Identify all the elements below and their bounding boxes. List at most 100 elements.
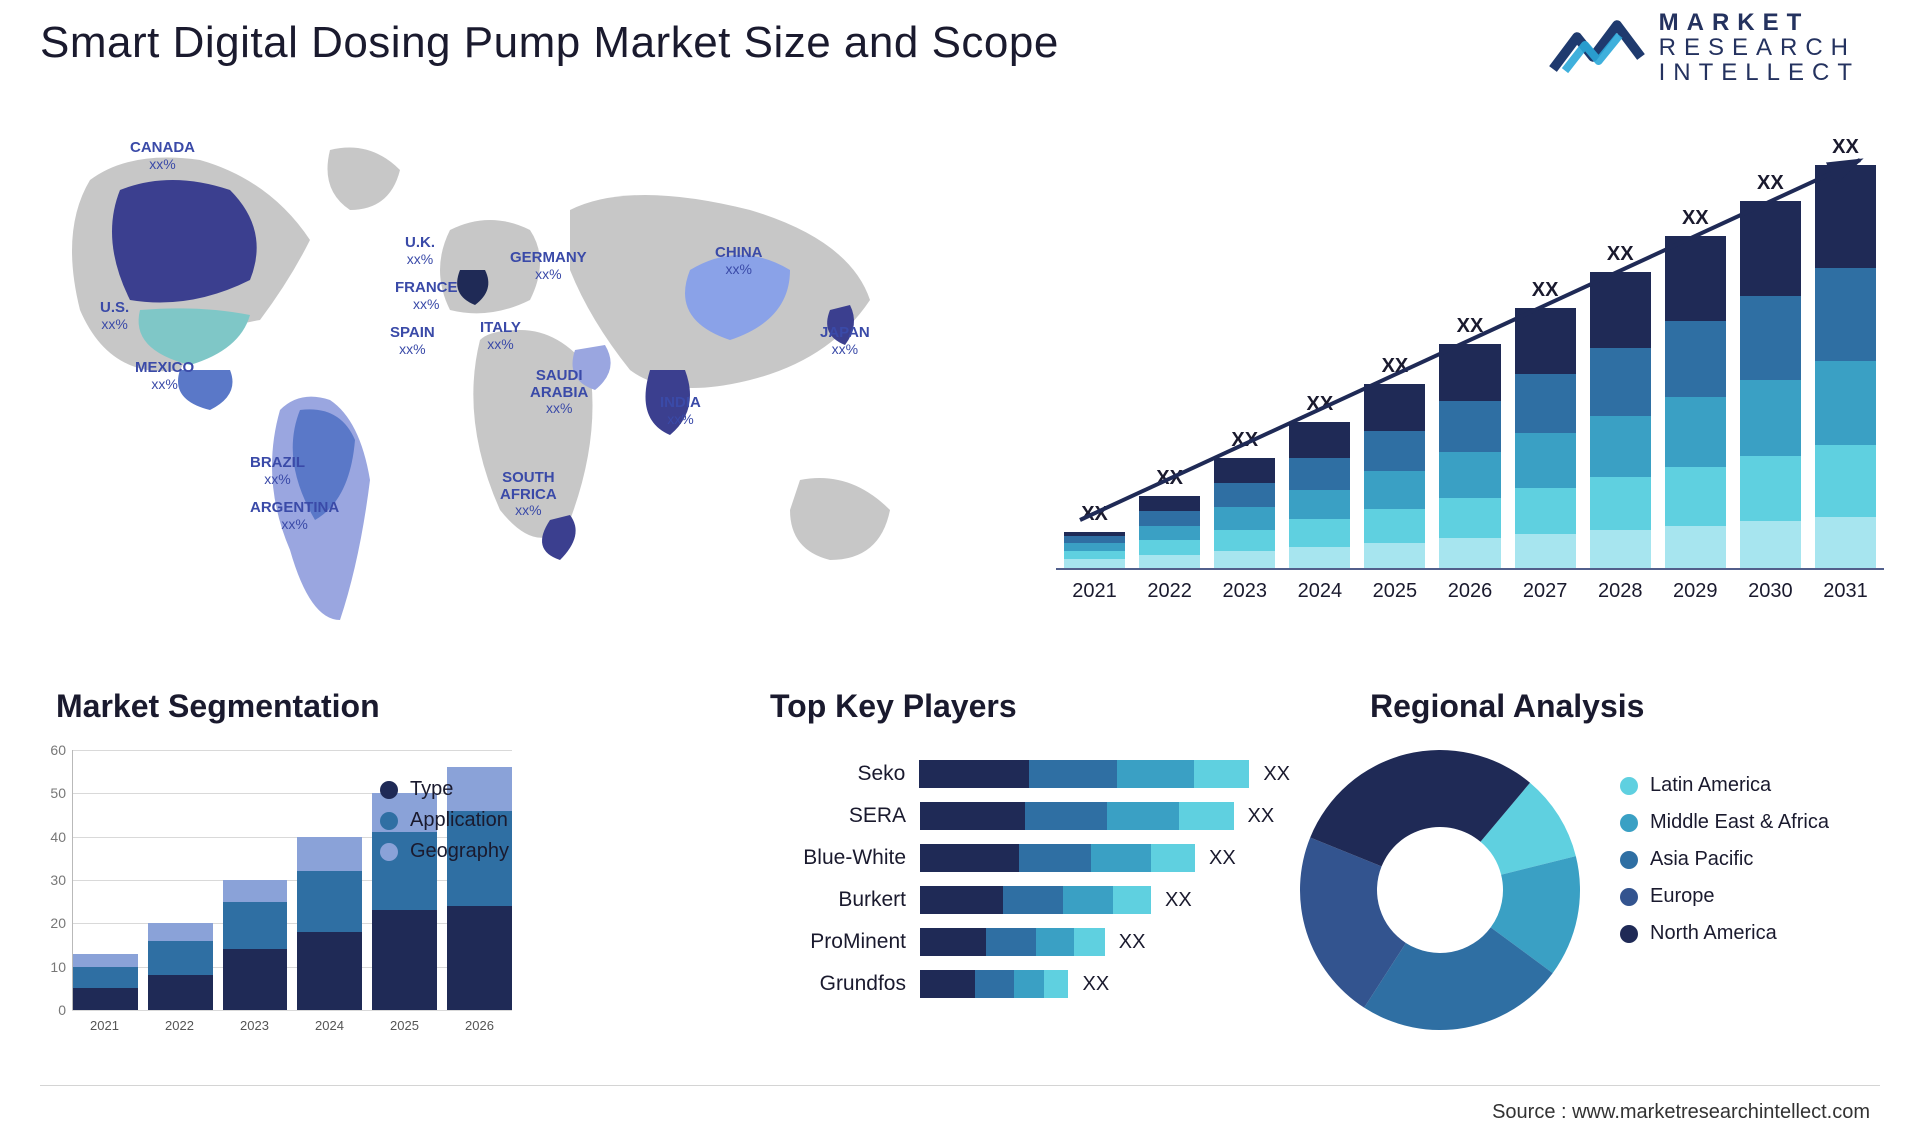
growth-bar-label: XX xyxy=(1832,136,1859,159)
players-chart: SekoXXSERAXXBlue-WhiteXXBurkertXXProMine… xyxy=(770,750,1290,1008)
player-bar xyxy=(920,802,1234,830)
player-name: ProMinent xyxy=(770,930,920,954)
player-value: XX xyxy=(1263,763,1290,786)
player-bar xyxy=(920,886,1151,914)
map-label-saudi-arabia: SAUDIARABIAxx% xyxy=(530,368,588,416)
seg-legend-item: Geography xyxy=(380,840,509,863)
seg-bar-2023 xyxy=(223,880,288,1010)
growth-bar-label: XX xyxy=(1156,467,1183,490)
growth-bar-2021: XX xyxy=(1064,503,1125,570)
segmentation-legend: Type Application Geography xyxy=(380,770,509,871)
seg-ytick: 10 xyxy=(32,959,66,975)
world-map: CANADAxx% U.S.xx%MEXICOxx% BRAZILxx% ARGENT… xyxy=(30,120,960,640)
growth-bar-2027: XX xyxy=(1515,279,1576,570)
map-label-u-k-: U.K.xx% xyxy=(405,235,435,267)
regional-legend-item: Latin America xyxy=(1620,774,1829,797)
map-label-brazil: BRAZILxx% xyxy=(250,455,305,487)
growth-xtick: 2030 xyxy=(1740,570,1801,620)
growth-bar-2023: XX xyxy=(1214,429,1275,570)
growth-bar-label: XX xyxy=(1081,503,1108,526)
map-label-canada: CANADAxx% xyxy=(130,140,195,172)
map-label-spain: SPAINxx% xyxy=(390,325,435,357)
growth-bar-label: XX xyxy=(1757,172,1784,195)
seg-legend-item: Type xyxy=(380,778,509,801)
map-label-mexico: MEXICOxx% xyxy=(135,360,194,392)
growth-xtick: 2026 xyxy=(1439,570,1500,620)
brand-logo: MARKET RESEARCH INTELLECT xyxy=(1549,10,1860,86)
seg-ytick: 20 xyxy=(32,915,66,931)
player-value: XX xyxy=(1082,973,1109,996)
seg-xtick: 2022 xyxy=(147,1012,212,1040)
growth-bar-label: XX xyxy=(1607,243,1634,266)
player-row-seko: SekoXX xyxy=(770,756,1290,792)
growth-xtick: 2023 xyxy=(1214,570,1275,620)
player-name: Blue-White xyxy=(770,846,920,870)
growth-xtick: 2027 xyxy=(1515,570,1576,620)
regional-legend-item: Asia Pacific xyxy=(1620,848,1829,871)
growth-xtick: 2031 xyxy=(1815,570,1876,620)
player-value: XX xyxy=(1209,847,1236,870)
player-bar xyxy=(920,844,1195,872)
players-title: Top Key Players xyxy=(770,688,1017,725)
growth-bar-2029: XX xyxy=(1665,207,1726,570)
growth-bar-2031: XX xyxy=(1815,136,1876,570)
regional-donut xyxy=(1300,750,1580,1030)
growth-xtick: 2029 xyxy=(1665,570,1726,620)
source-text: Source : www.marketresearchintellect.com xyxy=(1492,1101,1870,1124)
player-row-blue-white: Blue-White XX xyxy=(770,840,1290,876)
growth-xtick: 2022 xyxy=(1139,570,1200,620)
seg-ytick: 40 xyxy=(32,829,66,845)
seg-xtick: 2025 xyxy=(372,1012,437,1040)
seg-xtick: 2024 xyxy=(297,1012,362,1040)
player-bar xyxy=(920,970,1068,998)
map-label-u-s-: U.S.xx% xyxy=(100,300,129,332)
regional-legend-item: Middle East & Africa xyxy=(1620,811,1829,834)
growth-xtick: 2028 xyxy=(1590,570,1651,620)
seg-bar-2022 xyxy=(148,923,213,1010)
growth-bar-2026: XX xyxy=(1439,315,1500,570)
player-row-burkert: BurkertXX xyxy=(770,882,1290,918)
growth-xtick: 2024 xyxy=(1289,570,1350,620)
seg-xtick: 2021 xyxy=(72,1012,137,1040)
seg-ytick: 50 xyxy=(32,785,66,801)
seg-legend-item: Application xyxy=(380,809,509,832)
page-title: Smart Digital Dosing Pump Market Size an… xyxy=(40,18,1059,68)
map-label-argentina: ARGENTINAxx% xyxy=(250,500,339,532)
regional-legend-item: North America xyxy=(1620,922,1829,945)
logo-text: MARKET RESEARCH INTELLECT xyxy=(1659,10,1860,86)
growth-bar-label: XX xyxy=(1306,393,1333,416)
growth-chart: XXXXXXXXXXXXXXXXXXXXXX 20212022202320242… xyxy=(1060,150,1880,620)
growth-xtick: 2021 xyxy=(1064,570,1125,620)
player-value: XX xyxy=(1248,805,1275,828)
growth-bar-label: XX xyxy=(1382,355,1409,378)
player-value: XX xyxy=(1119,931,1146,954)
player-bar xyxy=(919,760,1249,788)
player-bar xyxy=(920,928,1105,956)
seg-xtick: 2023 xyxy=(222,1012,287,1040)
growth-bar-label: XX xyxy=(1457,315,1484,338)
footer-divider xyxy=(40,1085,1880,1086)
player-name: Burkert xyxy=(770,888,920,912)
regional-legend-item: Europe xyxy=(1620,885,1829,908)
growth-bar-2022: XX xyxy=(1139,467,1200,570)
map-label-france: FRANCExx% xyxy=(395,280,458,312)
regional-legend: Latin America Middle East & Africa Asia Pa… xyxy=(1620,760,1829,959)
player-name: SERA xyxy=(770,804,920,828)
map-label-italy: ITALYxx% xyxy=(480,320,521,352)
seg-xtick: 2026 xyxy=(447,1012,512,1040)
growth-bar-2028: XX xyxy=(1590,243,1651,570)
map-label-japan: JAPANxx% xyxy=(820,325,870,357)
player-row-prominent: ProMinent XX xyxy=(770,924,1290,960)
map-label-south-africa: SOUTHAFRICAxx% xyxy=(500,470,557,518)
seg-bar-2021 xyxy=(73,954,138,1010)
map-label-india: INDIAxx% xyxy=(660,395,701,427)
regional-chart: Latin America Middle East & Africa Asia Pa… xyxy=(1300,740,1860,1040)
growth-bar-2024: XX xyxy=(1289,393,1350,570)
player-name: Grundfos xyxy=(770,972,920,996)
growth-bar-label: XX xyxy=(1231,429,1258,452)
player-row-grundfos: Grundfos XX xyxy=(770,966,1290,1002)
regional-title: Regional Analysis xyxy=(1370,688,1644,725)
growth-xtick: 2025 xyxy=(1364,570,1425,620)
logo-mark-icon xyxy=(1549,10,1645,85)
seg-ytick: 30 xyxy=(32,872,66,888)
